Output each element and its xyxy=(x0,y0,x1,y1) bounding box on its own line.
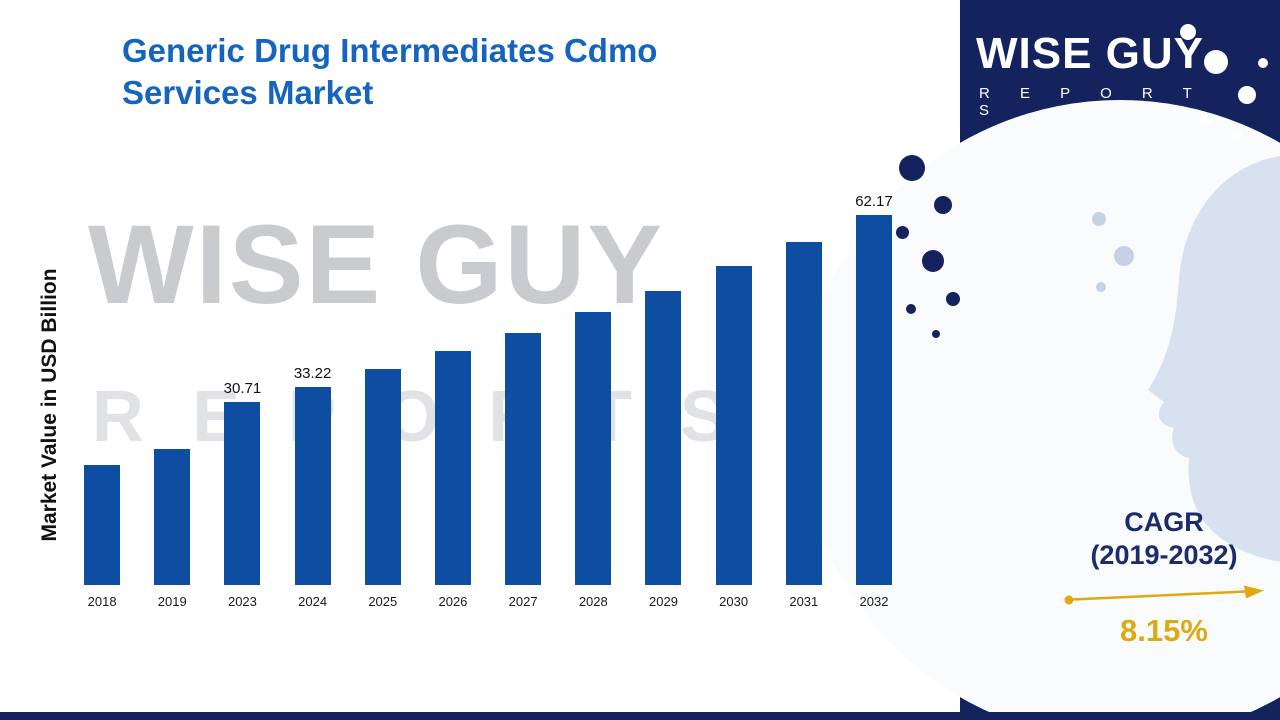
face-profile-graphic xyxy=(1148,156,1280,562)
dot-decoration xyxy=(1114,246,1134,266)
bar xyxy=(715,266,752,585)
bar-group: 2018 xyxy=(67,150,137,610)
dot-decoration xyxy=(896,226,909,239)
x-axis-tick-label: 2032 xyxy=(859,594,889,609)
cagr-label: CAGR xyxy=(1124,507,1204,537)
dot-decoration xyxy=(1204,50,1228,74)
dot-decoration xyxy=(1180,24,1196,40)
x-axis-tick-label: 2019 xyxy=(157,594,187,609)
bar-group: 33.22 2024 xyxy=(278,150,348,610)
cagr-arrow-icon xyxy=(1064,585,1264,605)
cagr-block: CAGR (2019-2032) 8.15% xyxy=(1048,506,1280,649)
y-axis-label: Market Value in USD Billion xyxy=(38,268,61,542)
x-axis-tick-label: 2024 xyxy=(298,594,328,609)
bar-group: 62.17 2032 xyxy=(839,150,909,610)
dot-decoration xyxy=(946,292,960,306)
logo-wordmark: WISE GUY xyxy=(976,29,1205,78)
dot-decoration xyxy=(932,330,940,338)
dot-decoration xyxy=(1092,212,1106,226)
bar-value-label: 30.71 xyxy=(223,380,262,397)
dot-decoration xyxy=(1238,86,1256,104)
bar-value-label: 33.22 xyxy=(293,365,332,382)
bar-group: 2029 xyxy=(628,150,698,610)
wise-guy-reports-logo: WISE GUY R E P O R T S xyxy=(976,29,1216,120)
x-axis-tick-label: 2025 xyxy=(368,594,398,609)
dot-decoration xyxy=(1200,114,1212,126)
bar-group: 2019 xyxy=(137,150,207,610)
dot-decoration xyxy=(906,304,916,314)
bar-group: 2026 xyxy=(418,150,488,610)
dot-decoration xyxy=(899,155,925,181)
cagr-value: 8.15% xyxy=(1120,613,1208,649)
dot-decoration xyxy=(922,250,944,272)
x-axis-tick-label: 2028 xyxy=(578,594,608,609)
bar xyxy=(575,312,612,585)
bar-group: 2031 xyxy=(769,150,839,610)
dot-decoration xyxy=(1232,130,1242,140)
x-axis-tick-label: 2029 xyxy=(649,594,678,609)
bar xyxy=(785,242,822,585)
page-title-line1: Generic Drug Intermediates Cdmo xyxy=(122,32,658,69)
dot-decoration xyxy=(934,196,952,214)
x-axis-tick-label: 2027 xyxy=(508,594,538,609)
logo-subtext: R E P O R T S xyxy=(979,85,1205,119)
bar-group: 2027 xyxy=(488,150,558,610)
bar xyxy=(364,369,401,585)
bar xyxy=(645,291,682,585)
bar xyxy=(434,351,471,585)
page-title-line2: Services Market xyxy=(122,73,374,111)
bottom-accent-strip xyxy=(0,712,1280,720)
x-axis-tick-label: 2026 xyxy=(438,594,468,609)
bar xyxy=(224,402,261,585)
bar xyxy=(84,465,121,585)
bar-group: 2030 xyxy=(699,150,769,610)
bar-group: 2028 xyxy=(558,150,628,610)
x-axis-tick-label: 2030 xyxy=(719,594,749,609)
bar-chart: 2018 2019 30.71 2023 33.22 2024 2025 2026 2027 20… xyxy=(67,150,909,610)
x-axis-tick-label: 2018 xyxy=(87,594,117,609)
x-axis-tick-label: 2023 xyxy=(227,594,257,609)
bar xyxy=(505,333,542,585)
cagr-period: (2019-2032) xyxy=(1090,540,1238,571)
watermark-wiseguy: WISE GUY xyxy=(88,202,665,327)
bar-group: 30.71 2023 xyxy=(207,150,277,610)
page-title: Generic Drug Intermediates Cdmo Services… xyxy=(122,30,902,114)
bar-group: 2025 xyxy=(348,150,418,610)
bar xyxy=(154,449,191,585)
bar-value-label: 62.17 xyxy=(855,193,893,210)
bar xyxy=(294,387,331,585)
x-axis-tick-label: 2031 xyxy=(789,594,819,609)
bar xyxy=(855,215,892,585)
dot-decoration xyxy=(1258,58,1268,68)
dot-decoration xyxy=(1096,282,1106,292)
